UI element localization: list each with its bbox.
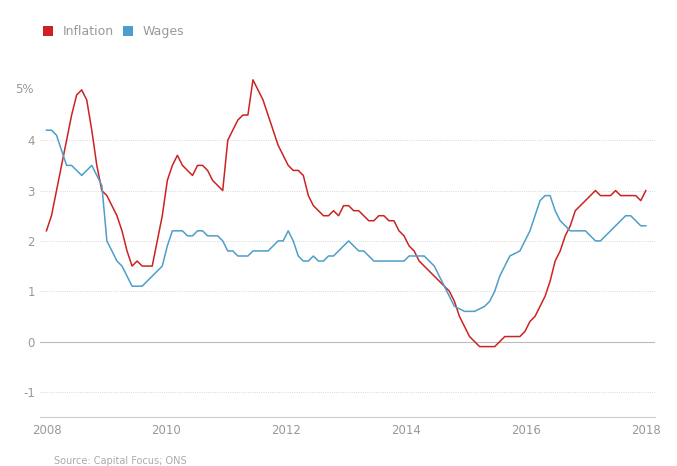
Text: Source: Capital Focus; ONS: Source: Capital Focus; ONS [54,456,187,466]
Text: 5%: 5% [15,83,33,96]
Legend: Inflation, Wages: Inflation, Wages [43,25,184,38]
